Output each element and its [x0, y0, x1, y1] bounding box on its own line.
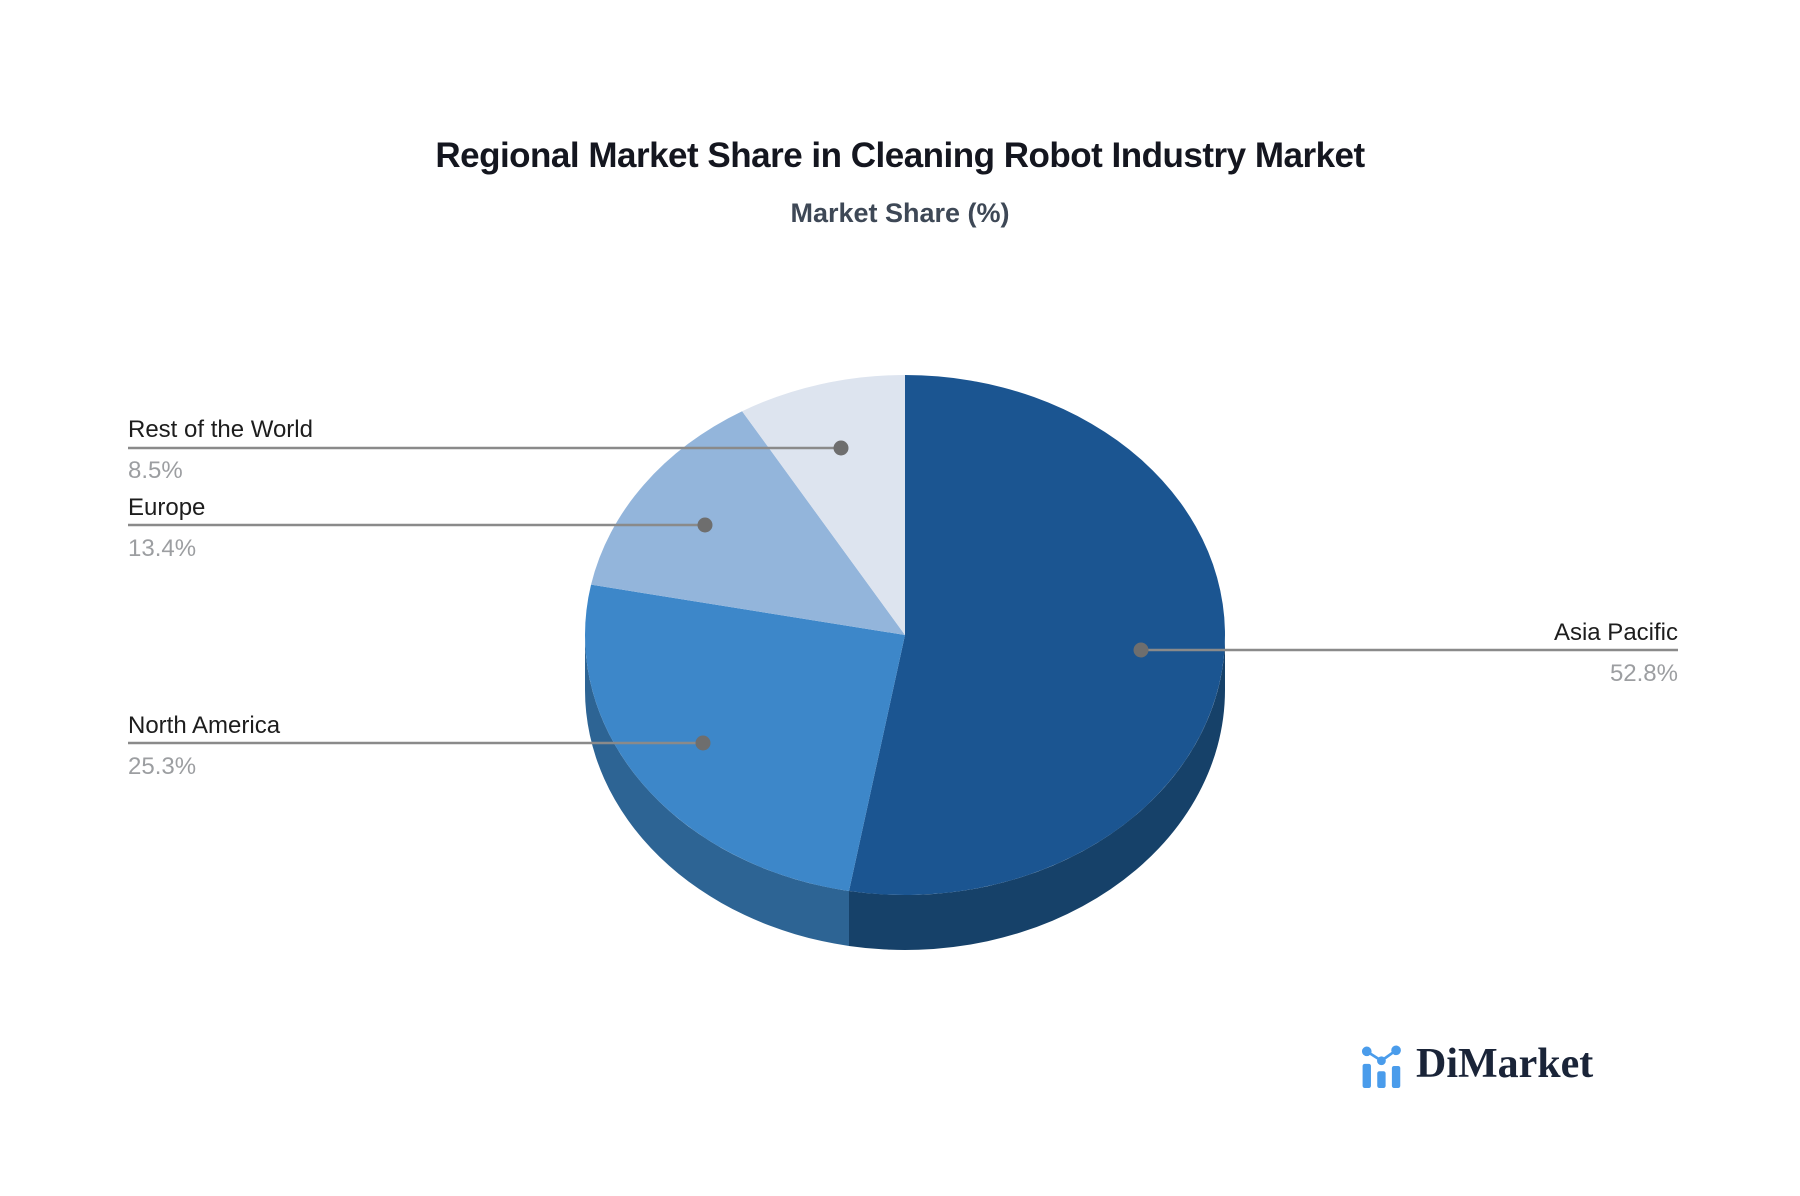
- pie-slice-rest-of-the-world[interactable]: [742, 375, 905, 635]
- leader-dot-europe: [697, 517, 713, 533]
- leader-dot-north-america: [695, 735, 711, 751]
- chart-subtitle: Market Share (%): [790, 198, 1010, 228]
- label-rest-of-the-world-value: 8.5%: [128, 457, 183, 484]
- label-europe-value: 13.4%: [128, 535, 197, 562]
- dimarket-logo: DiMarket: [1362, 1040, 1593, 1088]
- label-north-america-value: 25.3%: [128, 753, 197, 780]
- pie-slice-europe[interactable]: [591, 411, 905, 635]
- pie-slice-side-north-america: [585, 635, 849, 946]
- label-europe-name: Europe: [128, 494, 206, 521]
- dimarket-logo-text: DiMarket: [1416, 1041, 1594, 1087]
- leader-dot-rest-of-the-world: [833, 440, 849, 456]
- label-europe: Europe 13.4%: [128, 494, 205, 563]
- pie-slice-side-asia-pacific: [848, 635, 1226, 950]
- label-north-america-name: North America: [128, 712, 281, 739]
- label-rest-of-the-world-name: Rest of the World: [128, 416, 313, 443]
- label-asia-pacific-name: Asia Pacific: [1553, 619, 1678, 646]
- label-north-america: North America 25.3%: [128, 712, 280, 781]
- label-asia-pacific: Asia Pacific 52.8%: [1554, 619, 1678, 688]
- pie-slice-asia-pacific[interactable]: [848, 375, 1225, 895]
- label-asia-pacific-value: 52.8%: [1609, 660, 1678, 687]
- pie-slice-north-america[interactable]: [585, 584, 905, 891]
- chart-title: Regional Market Share in Cleaning Robot …: [435, 136, 1365, 175]
- label-rest-of-the-world: Rest of the World 8.5%: [128, 416, 313, 485]
- dimarket-logo-icon: [1362, 1045, 1401, 1088]
- leader-dot-asia-pacific: [1133, 642, 1149, 658]
